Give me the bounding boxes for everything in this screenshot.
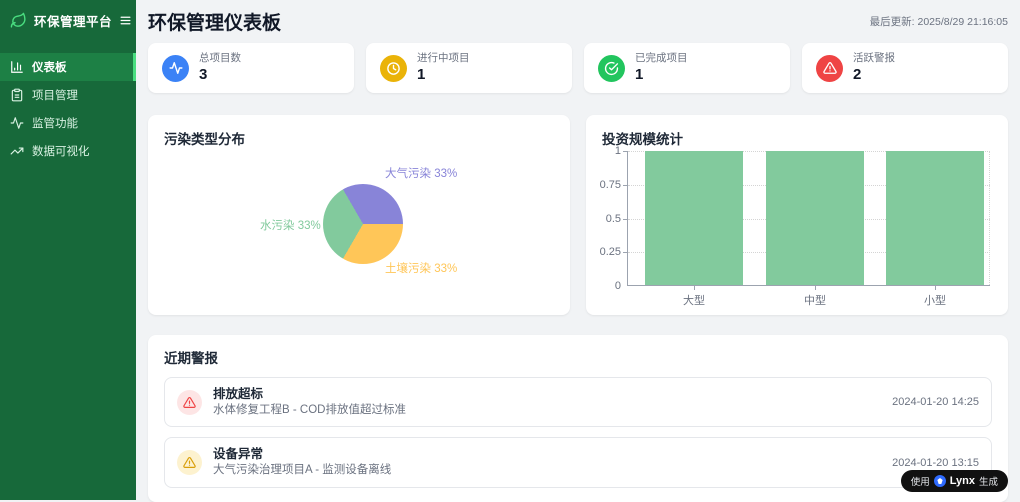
- bar-chart-icon: [10, 60, 24, 74]
- alert-triangle-icon: [177, 389, 202, 415]
- check-circle-icon: [598, 54, 625, 82]
- bar-medium[interactable]: [766, 151, 864, 285]
- recent-alerts-card: 近期警报 排放超标 水体修复工程B - COD排放值超过标准 2024-01-2…: [148, 335, 1008, 502]
- stat-value: 2: [853, 65, 862, 83]
- investment-bar-chart: 1 0.75 0.5 0.25 0 大型 中型 小型: [600, 145, 990, 307]
- clipboard-icon: [10, 88, 24, 102]
- alert-row-device: 设备异常 大气污染治理项目A - 监测设备离线 2024-01-20 13:15: [164, 437, 992, 488]
- sidebar-item-label: 仪表板: [32, 62, 67, 74]
- y-tick-label: 0.75: [599, 178, 621, 191]
- badge-brand: Lynx: [949, 475, 975, 487]
- investment-chart-card: 投资规模统计 1 0.75 0.5 0.25 0: [586, 115, 1008, 315]
- sidebar-item-projects[interactable]: 项目管理: [0, 81, 136, 109]
- chart-title: 污染类型分布: [164, 132, 245, 147]
- brand-title: 环保管理平台: [34, 15, 113, 29]
- alert-detail: 大气污染治理项目A - 监测设备离线: [213, 464, 392, 477]
- alerts-title: 近期警报: [164, 351, 218, 366]
- page-title: 环保管理仪表板: [148, 13, 282, 34]
- activity-icon: [162, 54, 189, 82]
- alert-row-emission: 排放超标 水体修复工程B - COD排放值超过标准 2024-01-20 14:…: [164, 377, 992, 428]
- sidebar-nav: 仪表板 项目管理 监管功能: [0, 53, 136, 165]
- lynx-badge[interactable]: 使用 Lynx 生成: [900, 470, 1008, 492]
- x-tick-label: 大型: [683, 295, 705, 307]
- alert-timestamp: 2024-01-20 13:15: [892, 456, 979, 469]
- stat-value: 1: [635, 65, 644, 83]
- trending-up-icon: [10, 144, 24, 158]
- charts-row: 污染类型分布 大气污染 33% 土壤污染 33% 水污染 33% 投资规模统计 …: [148, 115, 1008, 315]
- stat-value: 1: [417, 65, 426, 83]
- x-tick-label: 小型: [924, 295, 946, 307]
- stat-label: 总项目数: [199, 52, 241, 65]
- sidebar-item-supervision[interactable]: 监管功能: [0, 109, 136, 137]
- sidebar-item-label: 监管功能: [32, 118, 78, 130]
- sidebar-item-data-viz[interactable]: 数据可视化: [0, 137, 136, 165]
- stat-label: 活跃警报: [853, 52, 895, 65]
- badge-prefix: 使用: [910, 477, 930, 488]
- stat-value: 3: [199, 65, 208, 83]
- alert-triangle-icon: [177, 450, 202, 476]
- chart-title: 投资规模统计: [602, 132, 683, 147]
- stats-row: 总项目数 3 进行中项目 1 已完成项目 1: [148, 43, 1008, 93]
- alert-title: 排放超标: [213, 387, 264, 401]
- stat-card-in-progress: 进行中项目 1: [366, 43, 572, 93]
- y-tick-label: 0.25: [599, 246, 621, 259]
- stat-label: 进行中项目: [417, 52, 470, 65]
- pie-label-soil: 土壤污染 33%: [385, 263, 458, 275]
- alert-title: 设备异常: [213, 447, 264, 462]
- x-tick-label: 中型: [804, 295, 826, 307]
- alert-detail: 水体修复工程B - COD排放值超过标准: [213, 403, 406, 416]
- last-updated: 最后更新: 2025/8/29 21:16:05: [869, 16, 1008, 28]
- y-tick-label: 0: [614, 280, 621, 292]
- alert-timestamp: 2024-01-20 14:25: [892, 396, 979, 409]
- stat-card-total-projects: 总项目数 3: [148, 43, 354, 93]
- alert-triangle-icon: [816, 54, 843, 82]
- y-tick-label: 1: [614, 145, 621, 157]
- pollution-type-chart-card: 污染类型分布 大气污染 33% 土壤污染 33% 水污染 33%: [148, 115, 570, 315]
- stat-card-completed: 已完成项目 1: [584, 43, 790, 93]
- clock-icon: [380, 54, 407, 82]
- menu-toggle-icon[interactable]: [119, 14, 132, 27]
- stat-card-active-alerts: 活跃警报 2: [802, 43, 1008, 93]
- pie-label-air: 大气污染 33%: [385, 168, 458, 180]
- sidebar-item-label: 项目管理: [32, 90, 78, 102]
- pie-label-water: 水污染 33%: [260, 220, 321, 232]
- page-header: 环保管理仪表板 最后更新: 2025/8/29 21:16:05: [148, 0, 1008, 34]
- badge-suffix: 生成: [978, 477, 998, 488]
- sidebar-item-label: 数据可视化: [32, 146, 90, 158]
- stat-label: 已完成项目: [635, 52, 688, 65]
- leaf-logo-icon: [10, 12, 27, 29]
- pollution-pie-chart[interactable]: [323, 184, 403, 264]
- activity-icon: [10, 116, 24, 130]
- bar-small[interactable]: [886, 151, 984, 285]
- main-content: 环保管理仪表板 最后更新: 2025/8/29 21:16:05 总项目数 3: [136, 0, 1020, 502]
- y-tick-label: 0.5: [605, 212, 621, 225]
- sidebar-item-dashboard[interactable]: 仪表板: [0, 53, 136, 81]
- lynx-logo-icon: [933, 475, 946, 487]
- bar-large[interactable]: [645, 151, 743, 285]
- sidebar: 环保管理平台 仪表板 项目管理: [0, 0, 136, 500]
- sidebar-header: 环保管理平台: [0, 0, 136, 40]
